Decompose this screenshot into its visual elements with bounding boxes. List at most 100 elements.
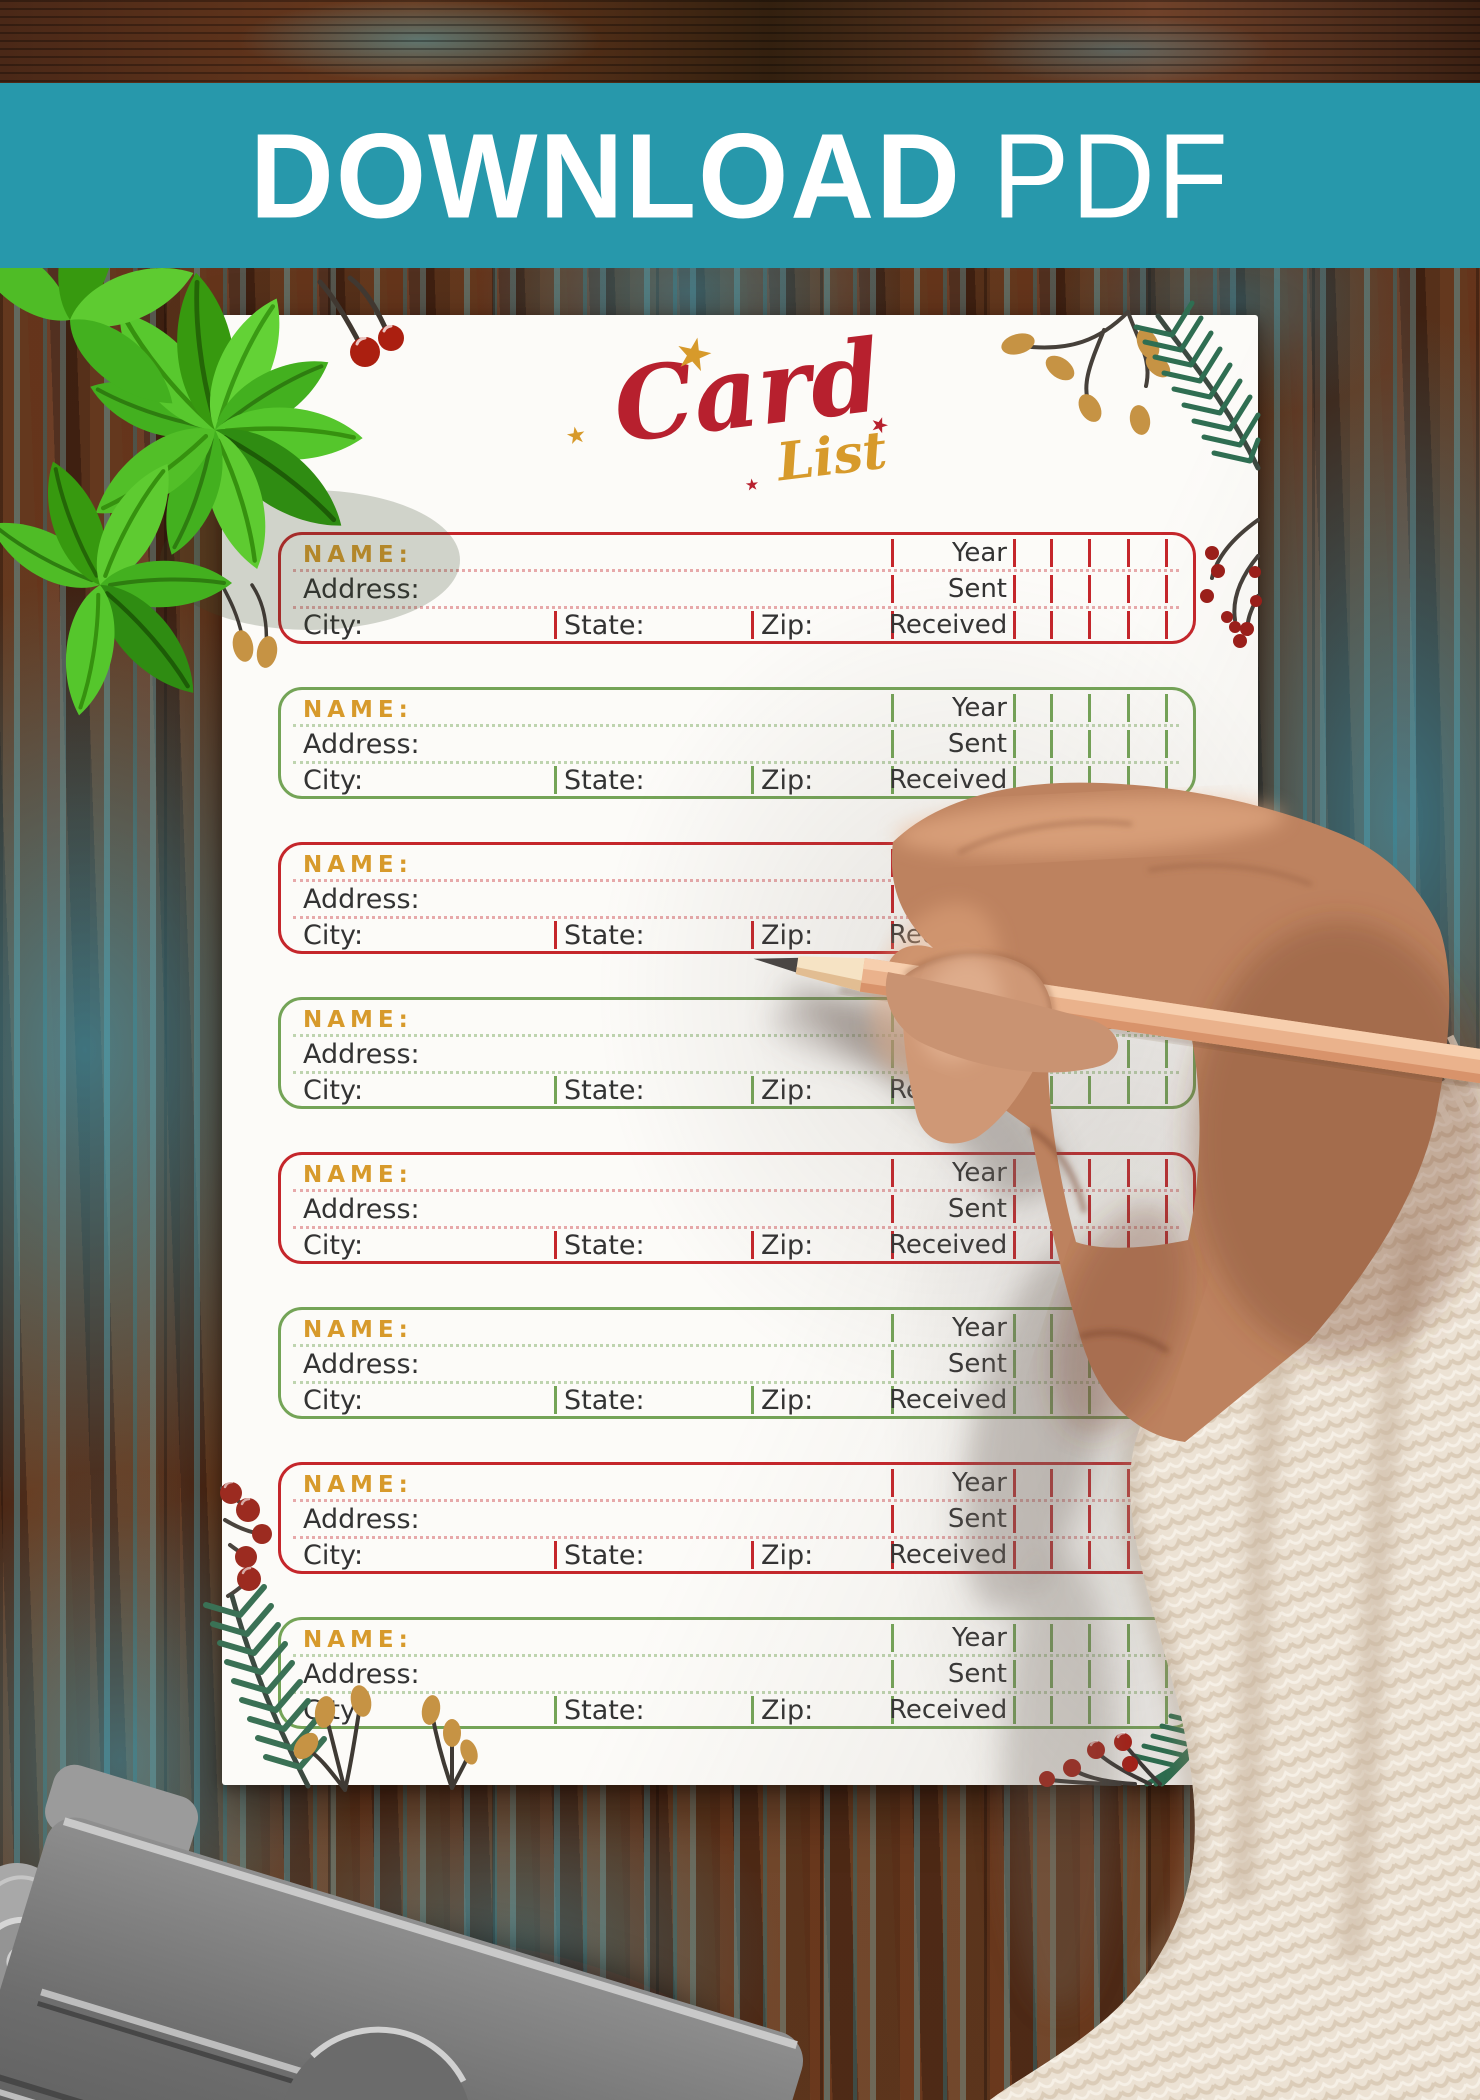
year-label: Year	[889, 1623, 1007, 1653]
address-row: Address: Sent	[281, 572, 1193, 606]
tick-column	[1088, 1231, 1091, 1259]
name-label: NAME:	[303, 1007, 413, 1033]
city-label: City:	[303, 610, 363, 641]
address-row: Address: Sent	[281, 1192, 1193, 1226]
name-label: NAME:	[303, 852, 413, 878]
wood-top-plank	[0, 0, 1480, 83]
name-label: NAME:	[303, 1162, 413, 1188]
column-divider	[891, 1624, 894, 1652]
gold-leaf-twig-icon	[293, 1685, 478, 1792]
state-label: State:	[564, 1695, 645, 1726]
row-separator	[293, 1654, 1179, 1657]
column-divider	[891, 730, 894, 758]
city-label: City:	[303, 1385, 363, 1416]
state-label: State:	[564, 920, 645, 951]
tick-column	[1165, 694, 1168, 722]
zip-label: Zip:	[761, 1540, 813, 1571]
column-divider	[891, 1505, 894, 1533]
name-row: NAME: Year	[281, 536, 1193, 570]
zip-label: Zip:	[761, 765, 813, 796]
column-divider	[751, 921, 754, 949]
city-label: City:	[303, 1075, 363, 1106]
tick-column	[1088, 1076, 1091, 1104]
zip-label: Zip:	[761, 1230, 813, 1261]
tick-column	[1050, 575, 1053, 603]
column-divider	[554, 1231, 557, 1259]
name-label: NAME:	[303, 1472, 413, 1498]
column-divider	[751, 766, 754, 794]
column-divider	[751, 1541, 754, 1569]
column-divider	[1013, 575, 1016, 603]
city-state-zip-row: City:State:Zip:Received	[281, 763, 1193, 797]
tick-column	[1165, 611, 1168, 639]
address-label: Address:	[303, 1039, 420, 1070]
city-state-zip-row: City:State:Zip:Received	[281, 1228, 1193, 1262]
zip-label: Zip:	[761, 1695, 813, 1726]
tick-column	[1088, 575, 1091, 603]
name-row: NAME: Year	[281, 691, 1193, 725]
address-label: Address:	[303, 884, 420, 915]
city-state-zip-row: City:State:Zip:Received	[281, 608, 1193, 642]
row-separator	[293, 879, 1179, 882]
tick-column	[1050, 766, 1053, 794]
city-state-zip-row: City:State:Zip:Received	[281, 1693, 1193, 1727]
row-separator	[293, 1189, 1179, 1192]
tick-column	[1050, 1231, 1053, 1259]
download-pdf-banner[interactable]: DOWNLOAD PDF	[0, 83, 1480, 268]
tick-column	[1165, 575, 1168, 603]
tick-column	[1050, 611, 1053, 639]
row-separator	[293, 1691, 1179, 1694]
tick-column	[1088, 766, 1091, 794]
hand-shadow	[771, 980, 1118, 2010]
column-divider	[891, 575, 894, 603]
received-label: Received	[889, 1230, 1007, 1260]
column-divider	[1013, 1231, 1016, 1259]
address-label: Address:	[303, 574, 420, 605]
column-divider	[891, 1386, 894, 1414]
tick-column	[1127, 539, 1130, 567]
received-label: Received	[889, 1695, 1007, 1725]
row-separator	[293, 1034, 1179, 1037]
tick-column	[1165, 766, 1168, 794]
sent-label: Sent	[889, 574, 1007, 604]
column-divider	[891, 611, 894, 639]
tick-column	[1127, 1541, 1130, 1569]
tick-column	[1088, 1505, 1091, 1533]
state-label: State:	[564, 1385, 645, 1416]
column-divider	[751, 1231, 754, 1259]
address-label: Address:	[303, 1349, 420, 1380]
tick-column	[1050, 730, 1053, 758]
name-label: NAME:	[303, 542, 413, 568]
column-divider	[891, 1231, 894, 1259]
column-divider	[891, 1159, 894, 1187]
column-divider	[891, 1696, 894, 1724]
tick-column	[1165, 1159, 1168, 1187]
row-separator	[293, 569, 1179, 572]
column-divider	[751, 611, 754, 639]
state-label: State:	[564, 1540, 645, 1571]
tick-column	[1088, 611, 1091, 639]
row-separator	[293, 1344, 1179, 1347]
column-divider	[891, 1541, 894, 1569]
received-label: Received	[889, 610, 1007, 640]
column-divider	[1013, 1195, 1016, 1223]
tick-column	[1127, 1040, 1130, 1068]
state-label: State:	[564, 610, 645, 641]
tick-column	[1088, 1541, 1091, 1569]
thumb	[885, 972, 1119, 1073]
tick-column	[1088, 539, 1091, 567]
row-separator	[293, 1499, 1179, 1502]
column-divider	[554, 611, 557, 639]
tick-column	[1165, 1040, 1168, 1068]
tick-column	[1127, 1696, 1130, 1724]
zip-label: Zip:	[761, 1075, 813, 1106]
column-divider	[554, 1541, 557, 1569]
address-label: Address:	[303, 1504, 420, 1535]
name-label: NAME:	[303, 697, 413, 723]
column-divider	[1013, 694, 1016, 722]
column-divider	[1013, 766, 1016, 794]
stapler-icon	[0, 1764, 804, 2100]
tick-column	[1088, 730, 1091, 758]
row-separator	[293, 606, 1179, 609]
